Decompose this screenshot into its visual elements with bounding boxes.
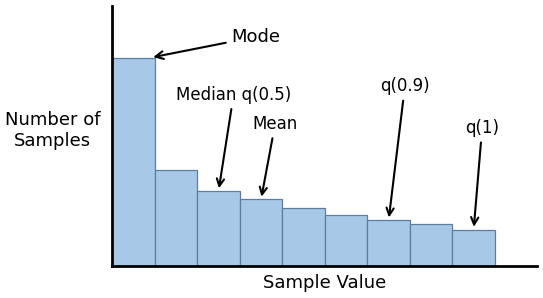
- Bar: [197, 191, 240, 266]
- Bar: [368, 220, 410, 266]
- Bar: [240, 199, 282, 266]
- Bar: [155, 170, 197, 266]
- Text: q(1): q(1): [465, 119, 499, 224]
- Text: Mode: Mode: [155, 28, 280, 59]
- Text: Mean: Mean: [252, 115, 298, 194]
- Y-axis label: Number of
Samples: Number of Samples: [5, 111, 100, 150]
- Bar: [410, 224, 452, 266]
- Bar: [325, 215, 368, 266]
- Text: Median q(0.5): Median q(0.5): [176, 86, 291, 186]
- Bar: [452, 230, 495, 266]
- Text: q(0.9): q(0.9): [380, 77, 430, 215]
- X-axis label: Sample Value: Sample Value: [263, 274, 387, 292]
- Bar: [112, 58, 155, 266]
- Bar: [282, 208, 325, 266]
